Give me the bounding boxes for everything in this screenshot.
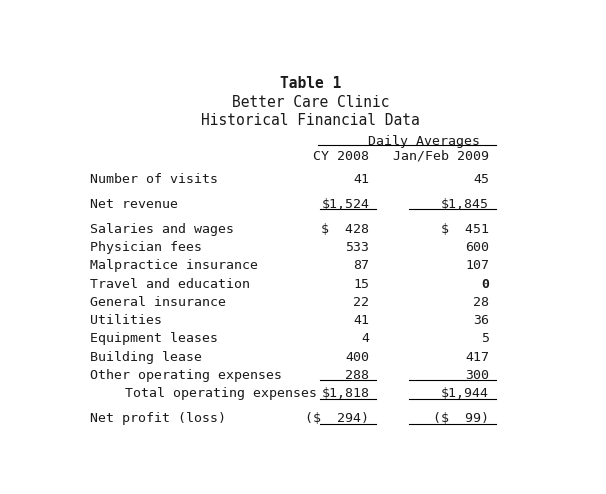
Text: General insurance: General insurance	[90, 296, 226, 309]
Text: 400: 400	[345, 351, 369, 364]
Text: $1,944: $1,944	[441, 387, 489, 400]
Text: ($  99): ($ 99)	[433, 412, 489, 425]
Text: $1,818: $1,818	[321, 387, 369, 400]
Text: Total operating expenses: Total operating expenses	[108, 387, 316, 400]
Text: CY 2008: CY 2008	[313, 150, 369, 163]
Text: Other operating expenses: Other operating expenses	[90, 369, 282, 382]
Text: Malpractice insurance: Malpractice insurance	[90, 259, 258, 272]
Text: 107: 107	[465, 259, 489, 272]
Text: $  428: $ 428	[321, 223, 369, 236]
Text: 417: 417	[465, 351, 489, 364]
Text: Net revenue: Net revenue	[90, 198, 178, 211]
Text: 600: 600	[465, 241, 489, 254]
Text: 4: 4	[361, 332, 369, 345]
Text: 15: 15	[353, 278, 369, 290]
Text: 533: 533	[345, 241, 369, 254]
Text: Equipment leases: Equipment leases	[90, 332, 218, 345]
Text: Physician fees: Physician fees	[90, 241, 202, 254]
Text: ($  294): ($ 294)	[305, 412, 369, 425]
Text: Net profit (loss): Net profit (loss)	[90, 412, 226, 425]
Text: 288: 288	[345, 369, 369, 382]
Text: 5: 5	[481, 332, 489, 345]
Text: Jan/Feb 2009: Jan/Feb 2009	[393, 150, 489, 163]
Text: 87: 87	[353, 259, 369, 272]
Text: $  451: $ 451	[441, 223, 489, 236]
Text: 300: 300	[465, 369, 489, 382]
Text: Historical Financial Data: Historical Financial Data	[201, 113, 420, 127]
Text: 22: 22	[353, 296, 369, 309]
Text: 41: 41	[353, 172, 369, 186]
Text: Better Care Clinic: Better Care Clinic	[232, 95, 389, 111]
Text: Building lease: Building lease	[90, 351, 202, 364]
Text: 0: 0	[481, 278, 489, 290]
Text: 28: 28	[473, 296, 489, 309]
Text: 41: 41	[353, 314, 369, 327]
Text: Travel and education: Travel and education	[90, 278, 250, 290]
Text: 36: 36	[473, 314, 489, 327]
Text: Salaries and wages: Salaries and wages	[90, 223, 234, 236]
Text: Table 1: Table 1	[280, 77, 341, 91]
Text: 45: 45	[473, 172, 489, 186]
Text: Utilities: Utilities	[90, 314, 162, 327]
Text: $1,524: $1,524	[321, 198, 369, 211]
Text: Daily Averages: Daily Averages	[368, 135, 481, 148]
Text: $1,845: $1,845	[441, 198, 489, 211]
Text: Number of visits: Number of visits	[90, 172, 218, 186]
